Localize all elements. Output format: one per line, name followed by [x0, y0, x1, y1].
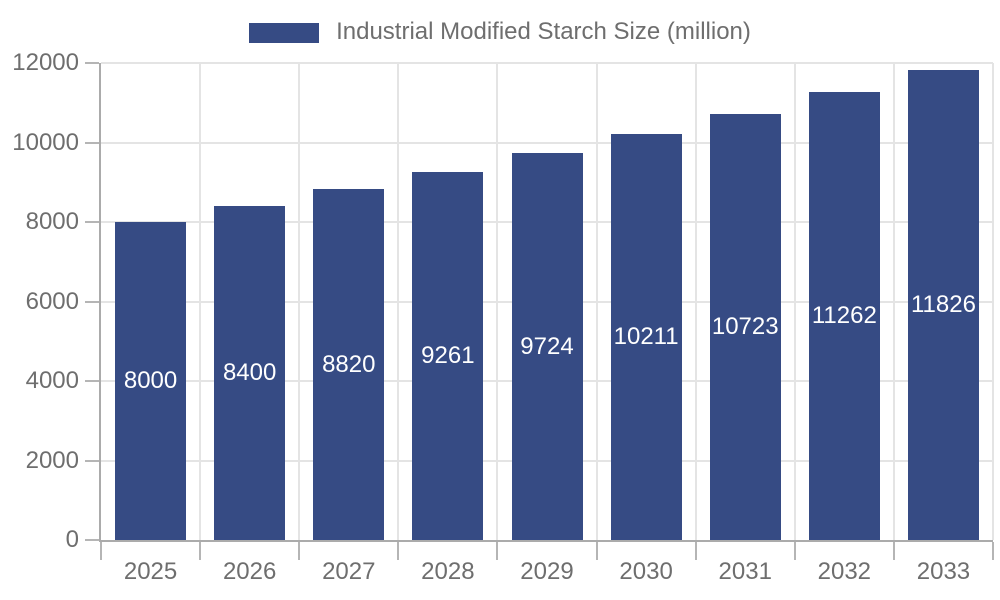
- y-axis-label: 4000: [25, 367, 79, 394]
- x-axis-tick: [199, 542, 202, 560]
- legend-item[interactable]: Industrial Modified Starch Size (million…: [0, 18, 1000, 46]
- bar-value-label: 8820: [322, 350, 376, 378]
- x-axis-label: 2033: [916, 558, 971, 585]
- gridline-vertical: [694, 63, 697, 540]
- gridline-horizontal: [101, 141, 993, 144]
- gridline-horizontal: [101, 62, 993, 64]
- bar-2031[interactable]: [709, 113, 781, 540]
- y-axis-label: 6000: [25, 287, 79, 315]
- x-axis-tick: [397, 542, 400, 560]
- y-axis-label: 2000: [25, 446, 79, 474]
- bar-2025[interactable]: [115, 222, 187, 540]
- x-axis-tick: [793, 542, 796, 560]
- y-axis-label: 0: [65, 526, 79, 553]
- x-axis-label: 2025: [123, 558, 178, 585]
- bar-2032[interactable]: [808, 92, 880, 540]
- gridline-vertical: [992, 63, 994, 540]
- gridline-vertical: [496, 63, 499, 540]
- legend-label: Industrial Modified Starch Size (million…: [336, 18, 751, 45]
- bar-value-label: 10723: [711, 312, 779, 340]
- gridline-vertical: [199, 63, 202, 540]
- x-axis-label: 2032: [817, 558, 872, 585]
- bar-value-label: 9724: [520, 332, 574, 360]
- bar-2027[interactable]: [313, 189, 385, 540]
- x-axis-tick: [100, 542, 102, 560]
- y-axis-tick: [85, 539, 99, 541]
- bar-value-label: 9261: [421, 341, 475, 369]
- x-axis-label: 2030: [619, 558, 673, 585]
- x-axis-tick: [298, 542, 301, 560]
- bar-2028[interactable]: [412, 171, 484, 540]
- y-axis-tick: [85, 221, 99, 223]
- x-axis-label: 2027: [322, 558, 376, 585]
- y-axis-line: [99, 63, 101, 542]
- x-axis-label: 2031: [718, 558, 772, 585]
- bar-value-label: 11826: [910, 290, 976, 318]
- x-axis-tick: [694, 542, 697, 560]
- bar-2029[interactable]: [511, 153, 583, 540]
- gridline-vertical: [892, 63, 895, 540]
- x-axis-label: 2029: [520, 558, 574, 585]
- legend-swatch: [249, 23, 320, 43]
- plot-area: 0 2000 4000 6000 8000 10000 12000 8000 2025 8400 2…: [12, 49, 994, 585]
- gridline-vertical: [793, 63, 796, 540]
- y-axis-tick: [85, 62, 99, 64]
- bar-value-label: 8000: [123, 367, 178, 394]
- x-axis-tick: [496, 542, 499, 560]
- y-axis-label: 10000: [12, 128, 79, 156]
- bar-value-label: 10211: [613, 323, 679, 351]
- x-axis-tick: [992, 542, 994, 560]
- x-axis-tick: [595, 542, 598, 560]
- gridline-vertical: [595, 63, 598, 540]
- y-axis-tick: [85, 380, 99, 382]
- y-axis-tick: [85, 459, 99, 462]
- bar-2026[interactable]: [214, 206, 286, 540]
- y-axis-tick: [85, 141, 99, 144]
- y-axis-label: 12000: [12, 49, 79, 76]
- gridline-vertical: [298, 63, 301, 540]
- y-axis-tick: [85, 300, 99, 303]
- bar-2033[interactable]: [907, 69, 979, 540]
- gridline-vertical: [397, 63, 400, 540]
- x-axis-label: 2028: [421, 558, 475, 585]
- y-axis-label: 8000: [25, 208, 79, 235]
- x-axis-line: [99, 540, 993, 542]
- bar-2030[interactable]: [610, 134, 682, 540]
- bar-value-label: 11262: [811, 302, 877, 330]
- x-axis-label: 2026: [222, 558, 277, 585]
- x-axis-tick: [892, 542, 895, 560]
- bar-value-label: 8400: [222, 359, 277, 387]
